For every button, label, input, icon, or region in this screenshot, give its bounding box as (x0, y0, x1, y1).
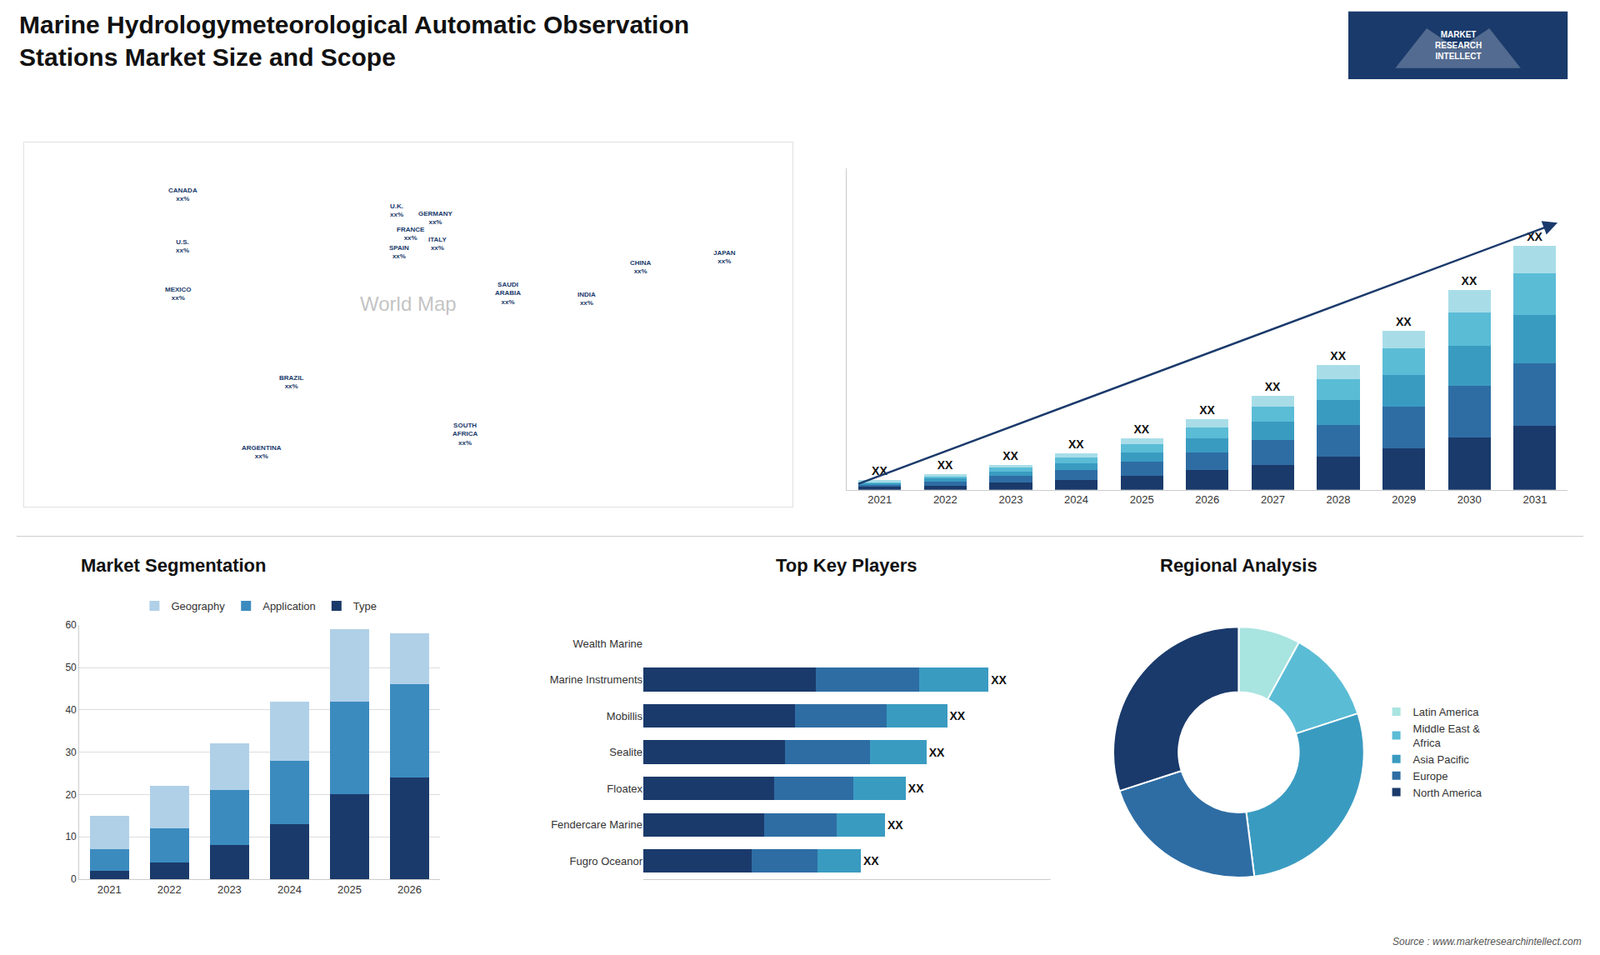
svg-text:40: 40 (65, 704, 77, 716)
svg-text:2025: 2025 (1130, 493, 1155, 506)
svg-text:2021: 2021 (97, 883, 122, 896)
svg-text:2022: 2022 (933, 493, 958, 506)
svg-text:Middle East &Africa: Middle East &Africa (1413, 722, 1481, 750)
svg-text:U.K.xx%: U.K.xx% (390, 202, 404, 219)
svg-text:Source : www.marketresearchint: Source : www.marketresearchintellect.com (1392, 935, 1582, 948)
svg-text:World Map: World Map (360, 292, 457, 315)
svg-text:XX: XX (950, 709, 966, 723)
svg-text:XX: XX (1330, 349, 1346, 363)
svg-text:0: 0 (70, 873, 77, 885)
svg-text:GERMANYxx%: GERMANYxx% (418, 210, 454, 226)
svg-text:Regional Analysis: Regional Analysis (1160, 555, 1318, 576)
svg-text:CANADAxx%: CANADAxx% (168, 186, 198, 203)
svg-text:2023: 2023 (998, 493, 1023, 506)
svg-text:2026: 2026 (1195, 493, 1220, 506)
svg-text:Floatex: Floatex (606, 782, 643, 795)
svg-text:Geography: Geography (170, 600, 225, 613)
svg-text:Latin America: Latin America (1413, 705, 1480, 719)
svg-text:60: 60 (65, 619, 77, 631)
svg-text:XX: XX (1461, 274, 1478, 288)
svg-text:XX: XX (990, 673, 1007, 687)
svg-text:XX: XX (1265, 380, 1281, 394)
svg-text:Marine Hydrologymeteorological: Marine Hydrologymeteorological Automatic… (19, 10, 690, 71)
svg-text:XX: XX (1395, 315, 1412, 329)
svg-text:MARKETRESEARCHINTELLECT: MARKETRESEARCHINTELLECT (1435, 30, 1482, 61)
svg-text:2031: 2031 (1522, 493, 1547, 506)
svg-text:U.S.xx%: U.S.xx% (175, 238, 190, 255)
svg-text:Asia Pacific: Asia Pacific (1413, 753, 1470, 766)
svg-text:50: 50 (65, 661, 77, 674)
svg-text:Type: Type (353, 600, 377, 613)
svg-text:XX: XX (908, 781, 925, 795)
svg-text:XX: XX (871, 464, 888, 478)
svg-text:ITALYxx%: ITALYxx% (428, 235, 447, 252)
svg-text:10: 10 (65, 830, 77, 843)
svg-text:30: 30 (65, 746, 77, 759)
svg-text:XX: XX (929, 745, 945, 760)
svg-text:Sealite: Sealite (609, 745, 643, 759)
svg-text:SOUTHAFRICAxx%: SOUTHAFRICAxx% (452, 421, 478, 447)
svg-text:CHINAxx%: CHINAxx% (630, 259, 652, 275)
svg-text:Wealth Marine: Wealth Marine (572, 637, 643, 650)
svg-text:20: 20 (65, 789, 77, 801)
svg-text:2028: 2028 (1326, 493, 1351, 506)
svg-text:XX: XX (1526, 230, 1543, 244)
svg-text:2022: 2022 (157, 883, 182, 896)
svg-text:FRANCExx%: FRANCExx% (396, 225, 425, 242)
svg-text:XX: XX (937, 458, 954, 472)
svg-text:Fugro Oceanor: Fugro Oceanor (570, 855, 644, 868)
svg-text:Fendercare Marine: Fendercare Marine (550, 818, 643, 831)
svg-text:XX: XX (1199, 403, 1215, 417)
svg-text:XX: XX (1002, 449, 1019, 463)
svg-text:MEXICOxx%: MEXICOxx% (165, 285, 192, 302)
svg-text:Marine Instruments: Marine Instruments (550, 673, 644, 686)
svg-text:XX: XX (1134, 422, 1150, 436)
svg-text:JAPANxx%: JAPANxx% (713, 249, 736, 265)
svg-text:Market Segmentation: Market Segmentation (80, 555, 267, 576)
svg-text:Top Key Players: Top Key Players (775, 555, 918, 576)
svg-text:SPAINxx%: SPAINxx% (389, 244, 410, 260)
svg-text:XX: XX (863, 854, 880, 868)
svg-text:XX: XX (887, 818, 904, 832)
svg-text:2029: 2029 (1391, 493, 1416, 506)
svg-text:INDIAxx%: INDIAxx% (577, 290, 596, 307)
svg-text:BRAZILxx%: BRAZILxx% (279, 374, 304, 390)
svg-text:2027: 2027 (1260, 493, 1285, 506)
svg-text:2024: 2024 (277, 883, 302, 896)
svg-text:2023: 2023 (217, 883, 242, 896)
svg-text:2025: 2025 (337, 883, 362, 896)
svg-text:Mobillis: Mobillis (606, 710, 644, 723)
svg-text:2024: 2024 (1064, 493, 1089, 506)
svg-text:Application: Application (262, 600, 316, 613)
svg-text:2021: 2021 (867, 493, 892, 506)
svg-text:SAUDIARABIAxx%: SAUDIARABIAxx% (495, 280, 521, 306)
svg-text:North America: North America (1413, 786, 1483, 800)
svg-text:2026: 2026 (397, 883, 422, 896)
svg-text:ARGENTINAxx%: ARGENTINAxx% (241, 444, 282, 460)
svg-text:XX: XX (1068, 437, 1085, 451)
svg-text:Europe: Europe (1413, 770, 1449, 783)
svg-text:2030: 2030 (1457, 493, 1482, 506)
